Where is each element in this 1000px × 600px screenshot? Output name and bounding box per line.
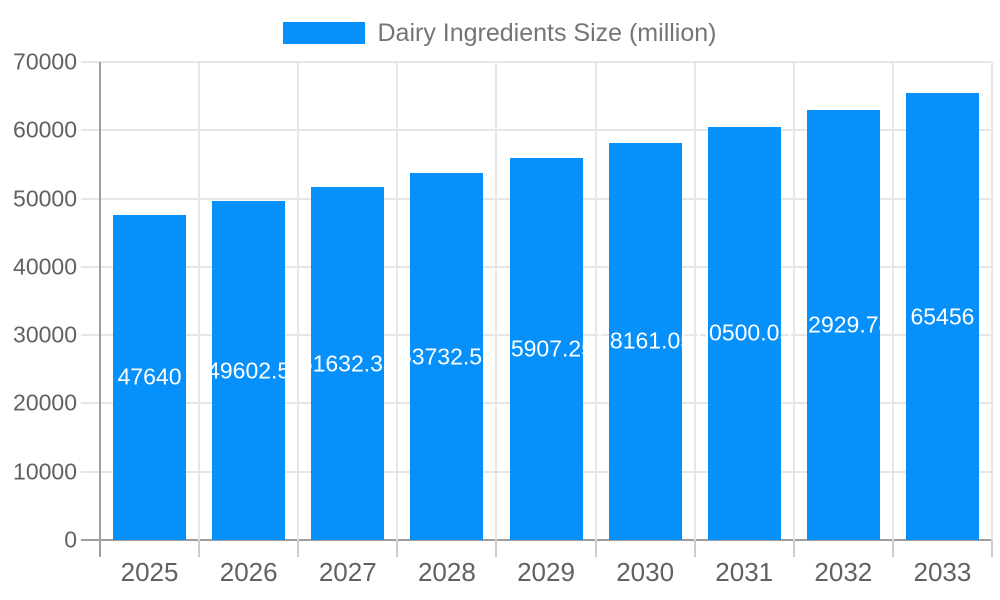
bar-2029[interactable]: 55907.25 (498, 158, 594, 540)
category-boundary-gridline (297, 62, 300, 540)
bar-value-label: 51632.33 (299, 350, 396, 377)
x-axis-tick (792, 540, 795, 557)
x-tick-label-2032: 2032 (814, 557, 873, 587)
y-axis-labels: 0 10000 20000 30000 40000 50000 60000 70000 (0, 50, 77, 551)
bar-value-label: 49602.5 (207, 357, 291, 384)
category-boundary-gridline (693, 62, 696, 540)
y-gridline (81, 129, 992, 132)
x-axis-baseline (81, 539, 992, 541)
x-axis-tick (495, 540, 498, 557)
bar-2030[interactable]: 58161.05 (597, 142, 693, 540)
category-boundary-gridline (991, 62, 993, 540)
x-axis-tick (396, 540, 399, 557)
bar-2028[interactable]: 53732.55 (399, 173, 495, 540)
bar-value-label: 65456 (910, 303, 975, 330)
bar-value-label: 53732.55 (398, 343, 495, 370)
x-axis-labels: 2025 2026 2027 2028 2029 2030 2031 2032 2033 (100, 559, 992, 599)
y-tick-label: 70000 (13, 48, 77, 75)
x-tick-label-2029: 2029 (517, 557, 575, 587)
y-tick-label: 60000 (13, 116, 77, 143)
y-tick-label: 20000 (13, 389, 77, 416)
bar-value-label: 62929.78 (795, 311, 892, 338)
x-axis-tick (594, 540, 597, 557)
bar-value-label: 47640 (117, 363, 182, 390)
y-gridline (81, 61, 992, 63)
y-tick-label: 40000 (13, 253, 77, 280)
category-boundary-gridline (594, 62, 597, 540)
category-boundary-gridline (792, 62, 795, 540)
bar-2033[interactable]: 65456 (905, 93, 979, 540)
y-tick-label: 0 (64, 526, 77, 553)
bar-value-label: 60500.05 (696, 319, 793, 346)
x-axis-tick (991, 540, 993, 557)
x-axis-tick (693, 540, 696, 557)
x-axis-tick (297, 540, 300, 557)
legend-label: Dairy Ingredients Size (million) (377, 18, 717, 47)
x-tick-label-2031: 2031 (715, 557, 774, 587)
category-boundary-gridline (891, 62, 894, 540)
y-tick-label: 30000 (13, 321, 77, 348)
plot-area: 47640 49602.5 51632.33 53732.55 55907.25 5816… (81, 61, 993, 557)
bar-2027[interactable]: 51632.33 (300, 187, 396, 540)
legend[interactable]: Dairy Ingredients Size (million) (0, 0, 1000, 66)
y-axis-line (99, 62, 101, 557)
category-boundary-gridline (198, 62, 201, 540)
x-tick-label-2025: 2025 (120, 557, 179, 587)
y-tick-label: 10000 (13, 458, 77, 485)
x-tick-label-2027: 2027 (318, 557, 377, 587)
x-tick-label-2028: 2028 (417, 557, 476, 587)
bar-value-label: 55907.25 (498, 335, 594, 362)
y-tick-label: 50000 (13, 185, 77, 212)
bar-2026[interactable]: 49602.5 (207, 201, 290, 540)
x-tick-label-2033: 2033 (913, 557, 972, 587)
x-axis-tick (891, 540, 894, 557)
bar-2032[interactable]: 62929.78 (795, 110, 891, 540)
x-tick-label-2030: 2030 (616, 557, 675, 587)
legend-swatch (283, 22, 366, 44)
bar-value-label: 58161.05 (597, 327, 694, 354)
bar-2025[interactable]: 47640 (113, 214, 187, 540)
bar-2031[interactable]: 60500.05 (696, 126, 792, 540)
x-tick-label-2026: 2026 (219, 557, 278, 587)
category-boundary-gridline (396, 62, 399, 540)
category-boundary-gridline (495, 62, 498, 540)
x-axis-tick (198, 540, 201, 557)
